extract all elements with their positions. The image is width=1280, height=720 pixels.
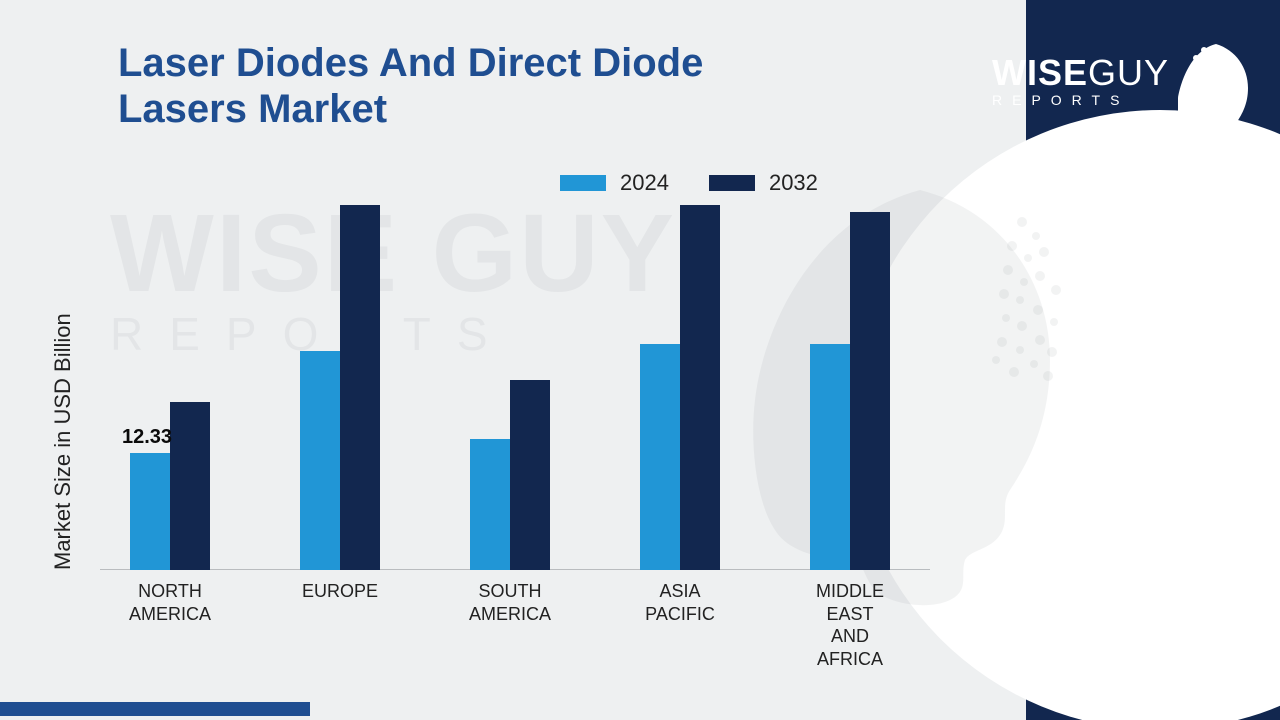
- watermark-dot: [1017, 217, 1027, 227]
- watermark-dot: [1009, 367, 1019, 377]
- category-label: NORTHAMERICA: [100, 580, 240, 625]
- watermark-dot: [1050, 318, 1058, 326]
- brand-dot: [1224, 132, 1229, 137]
- watermark-dot: [1020, 278, 1028, 286]
- brand-dot: [1201, 121, 1207, 127]
- bar-group: [640, 205, 720, 570]
- brand-dot: [1205, 61, 1211, 67]
- bar-2024: [130, 453, 170, 570]
- brand-dot: [1184, 102, 1189, 107]
- watermark-dot: [1024, 254, 1032, 262]
- brand-dot: [1211, 75, 1218, 82]
- bar-2024: [810, 344, 850, 570]
- legend-item-2032: 2032: [709, 170, 818, 196]
- brand-dot: [1182, 132, 1187, 137]
- watermark-dot: [1002, 314, 1010, 322]
- brand-dot: [1225, 115, 1231, 121]
- watermark-dot: [1035, 271, 1045, 281]
- brand-dot: [1221, 67, 1227, 73]
- bar-2032: [510, 380, 550, 570]
- brand-dot: [1206, 106, 1211, 111]
- bar-2032: [340, 205, 380, 570]
- watermark-dot: [997, 337, 1007, 347]
- brand-guy: GUY: [1088, 52, 1169, 93]
- brand-dot: [1193, 55, 1199, 61]
- watermark-dot: [1035, 335, 1045, 345]
- brand-dot: [1187, 123, 1193, 129]
- brand-dot: [1229, 97, 1236, 104]
- brand-dot: [1216, 54, 1221, 59]
- bar-2032: [170, 402, 210, 570]
- category-label: MIDDLEEASTANDAFRICA: [780, 580, 920, 670]
- bar-group: [470, 380, 550, 570]
- watermark-dot: [1051, 285, 1061, 295]
- watermark-dot: [1043, 371, 1053, 381]
- legend-item-2024: 2024: [560, 170, 669, 196]
- chart-title: Laser Diodes And Direct Diode Lasers Mar…: [118, 40, 798, 132]
- brand-dot: [1219, 85, 1225, 91]
- bar-2024: [300, 351, 340, 570]
- bar-group: [300, 205, 380, 570]
- brand-dot: [1175, 115, 1181, 121]
- watermark-dot: [1039, 247, 1049, 257]
- category-label: SOUTHAMERICA: [440, 580, 580, 625]
- brand-dot: [1195, 135, 1201, 141]
- brand-dot: [1208, 92, 1213, 97]
- watermark-dot: [1007, 241, 1017, 251]
- y-axis-label: Market Size in USD Billion: [50, 313, 76, 570]
- brand-logo: WISEGUY REPORTS: [992, 52, 1169, 108]
- category-label: ASIAPACIFIC: [610, 580, 750, 625]
- bar-group: [810, 212, 890, 570]
- legend-swatch-2032: [709, 175, 755, 191]
- brand-dot: [1201, 47, 1207, 53]
- brand-dot: [1209, 133, 1215, 139]
- brand-dot: [1190, 72, 1195, 77]
- legend-swatch-2024: [560, 175, 606, 191]
- brand-dot: [1217, 107, 1223, 113]
- watermark-dot: [1047, 347, 1057, 357]
- brand-wise: WISE: [992, 52, 1088, 93]
- watermark-dot: [1017, 321, 1027, 331]
- watermark-dot: [999, 289, 1009, 299]
- brand-line1: WISEGUY: [992, 52, 1169, 94]
- watermark-dot: [1032, 232, 1040, 240]
- watermark-dot: [1016, 346, 1024, 354]
- brand-dot: [1214, 120, 1219, 125]
- watermark-dot: [1003, 265, 1013, 275]
- brand-line2: REPORTS: [992, 92, 1169, 108]
- bar-2032: [850, 212, 890, 570]
- chart-canvas: WISE GUY REPORTS WISEGUY REPORTS Laser D…: [0, 0, 1280, 720]
- watermark-dot: [1030, 360, 1038, 368]
- category-label: EUROPE: [270, 580, 410, 603]
- legend: 2024 2032: [560, 170, 818, 196]
- watermark-dot: [1033, 305, 1043, 315]
- watermark-dot: [1016, 296, 1024, 304]
- bottom-accent-strip: [0, 702, 310, 716]
- brand-dot: [1193, 111, 1199, 117]
- brand-dot: [1199, 81, 1205, 87]
- brand-dot: [1195, 95, 1201, 101]
- legend-label-2024: 2024: [620, 170, 669, 196]
- brand-dot: [1183, 85, 1189, 91]
- brand-dot: [1235, 123, 1241, 129]
- bar-2024: [470, 439, 510, 570]
- bar-2024: [640, 344, 680, 570]
- watermark-dot: [992, 356, 1000, 364]
- bar-value-label: 12.33: [122, 426, 172, 449]
- legend-label-2032: 2032: [769, 170, 818, 196]
- bar-2032: [680, 205, 720, 570]
- plot-area: NORTHAMERICA12.33EUROPESOUTHAMERICAASIAP…: [100, 205, 930, 570]
